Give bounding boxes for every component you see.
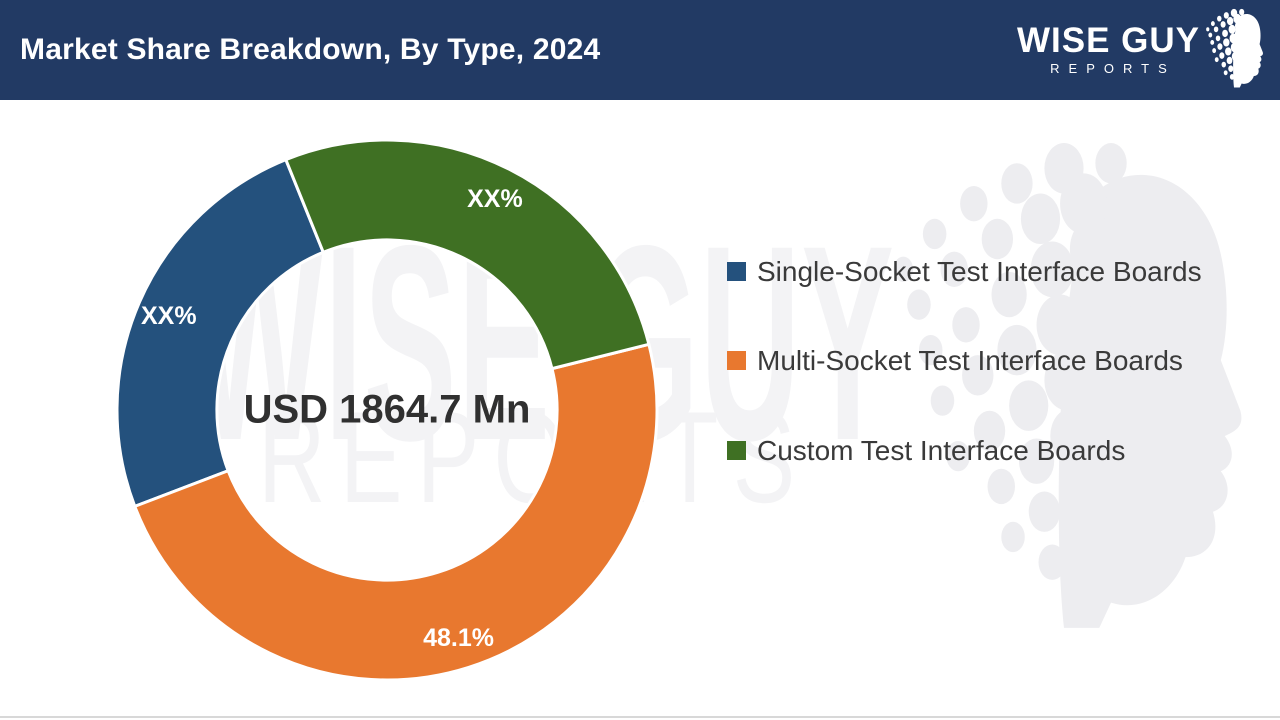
legend-label: Multi-Socket Test Interface Boards xyxy=(757,345,1183,377)
donut-slice-2[interactable] xyxy=(284,138,651,371)
logo-subtitle: REPORTS xyxy=(1050,61,1176,76)
page-title: Market Share Breakdown, By Type, 2024 xyxy=(20,33,601,66)
legend: Single-Socket Test Interface Boards Mult… xyxy=(727,257,1202,465)
donut-chart: XX% 48.1% XX% xyxy=(115,138,659,682)
donut-slice-1[interactable] xyxy=(133,342,659,682)
legend-item-custom[interactable]: Custom Test Interface Boards xyxy=(727,434,1202,466)
legend-swatch-green xyxy=(727,440,746,460)
legend-label: Custom Test Interface Boards xyxy=(757,434,1126,466)
logo-wordmark: WISE GUY xyxy=(1016,21,1200,60)
legend-item-single-socket[interactable]: Single-Socket Test Interface Boards xyxy=(727,257,1202,286)
donut-slice-0[interactable] xyxy=(115,158,325,508)
legend-swatch-blue xyxy=(727,262,746,281)
logo-text: WISE GUY REPORTS xyxy=(1017,23,1200,75)
slice-value-label-2: XX% xyxy=(467,185,523,213)
slice-value-label-1: 48.1% xyxy=(423,624,494,652)
chart-area: WISE GUY REPORTS XX% 48.1% XX% USD 1864.7 … xyxy=(0,100,1280,718)
slice-value-label-0: XX% xyxy=(141,302,197,330)
header: Market Share Breakdown, By Type, 2024 WI… xyxy=(0,0,1280,100)
wise-guy-reports-logo: WISE GUY REPORTS xyxy=(1017,8,1266,90)
face-profile-logo-icon xyxy=(1206,8,1263,88)
legend-label: Single-Socket Test Interface Boards xyxy=(757,256,1202,287)
bottom-border xyxy=(0,716,1280,718)
legend-item-multi-socket[interactable]: Multi-Socket Test Interface Boards xyxy=(727,345,1202,377)
donut-center-value: USD 1864.7 Mn xyxy=(243,387,531,432)
legend-swatch-orange xyxy=(727,351,746,371)
